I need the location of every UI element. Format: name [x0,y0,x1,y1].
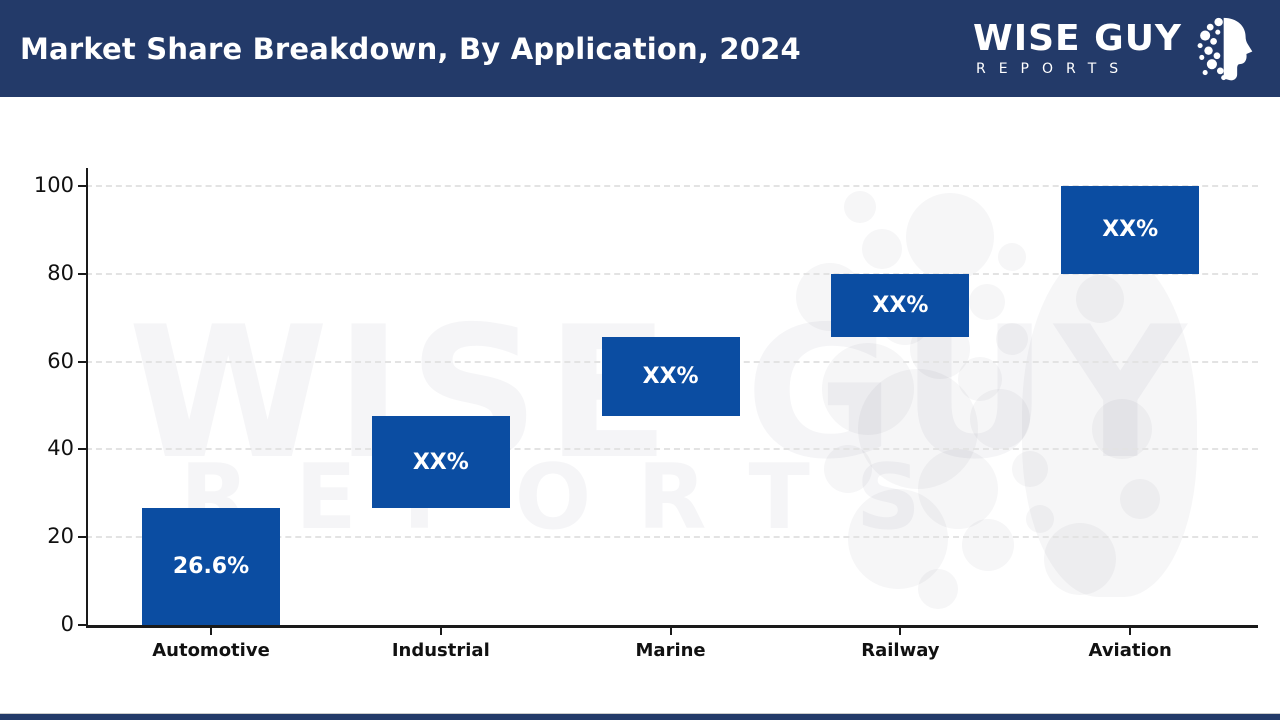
watermark-dot [998,243,1026,271]
y-tick [78,536,86,539]
page-title: Market Share Breakdown, By Application, … [20,31,801,66]
watermark-dot [969,284,1005,320]
y-tick-label: 40 [47,436,74,461]
watermark-head-silhouette [1022,247,1197,597]
watermark-dot [918,569,958,609]
y-tick-label: 80 [47,260,74,285]
watermark-subtitle: REPORTS [180,445,967,550]
watermark-dot [1026,505,1054,533]
y-tick-label: 100 [33,173,74,197]
y-tick [78,360,86,363]
bar-value-label: XX% [872,293,929,319]
watermark-dot [848,489,948,589]
y-tick [78,272,86,275]
gridline-40 [86,448,1258,451]
logo-text: WISE GUY REPORTS [972,17,1182,77]
x-category-label: Automotive [152,640,270,661]
gridline-20 [86,536,1258,539]
gridline-100 [86,185,1258,187]
x-category-label: Marine [635,640,706,661]
bar-automotive: 26.6% [142,508,280,625]
watermark-dot [906,193,994,281]
wise-guy-head-icon [1197,17,1253,80]
y-tick [78,624,86,626]
bar-railway: XX% [831,273,970,338]
y-tick [78,448,86,451]
y-tick-label: 20 [47,524,74,549]
watermark-dot [862,229,902,269]
bar-value-label: 26.6% [172,554,250,580]
x-tick [210,628,212,635]
watermark-dot [918,449,998,529]
watermark-dot [822,343,914,435]
logo-subtitle: REPORTS [975,60,1132,77]
watermark-dot [1044,523,1116,595]
x-tick [1129,628,1132,635]
bar-industrial: XX% [371,416,510,509]
watermark: WISE GUY REPORTS [0,97,1280,713]
bar-marine: XX% [601,337,740,417]
x-tick [669,628,672,635]
x-tick [439,628,442,635]
x-category-label: Aviation [1088,640,1172,661]
bar-aviation: XX% [1061,186,1200,274]
logo-wordmark: WISE GUY [972,17,1182,59]
y-axis-line [86,168,88,628]
y-tick-label: 0 [60,612,74,636]
watermark-dot [996,323,1028,355]
x-tick [899,628,902,635]
watermark-dot [958,357,1002,401]
bar-value-label: XX% [412,449,469,475]
y-tick [78,185,86,187]
watermark-dot [1120,479,1160,519]
watermark-dot [824,445,872,493]
watermark-dot [844,191,876,223]
footer-bar [0,713,1280,720]
x-category-label: Railway [861,640,940,661]
watermark-dot [1076,275,1124,323]
y-tick-label: 60 [47,348,74,373]
gridline-80 [86,272,1258,275]
header: Market Share Breakdown, By Application, … [0,0,1280,97]
watermark-dot [858,369,978,489]
wise-guy-logo: WISE GUY REPORTS [973,13,1254,85]
watermark-dot [970,389,1030,449]
watermark-dot [962,519,1014,571]
bar-value-label: XX% [642,364,699,390]
x-axis-line [86,625,1258,628]
watermark-dot [1012,451,1048,487]
x-category-label: Industrial [391,640,490,661]
bar-value-label: XX% [1102,217,1159,243]
